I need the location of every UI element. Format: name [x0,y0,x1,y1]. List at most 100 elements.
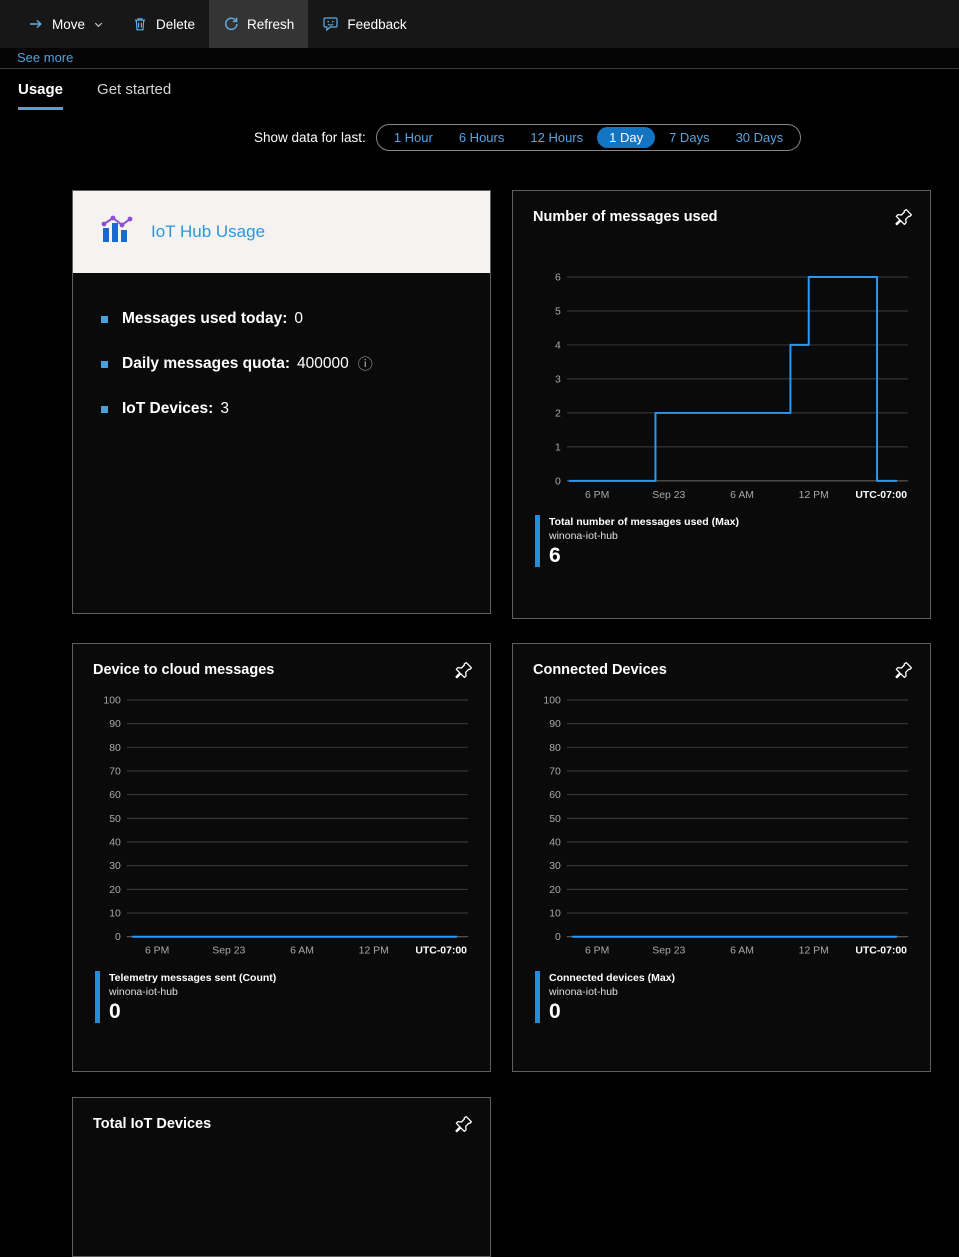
usage-item-value: 0 [294,310,304,327]
usage-item-value: 3 [220,400,229,417]
chart-area: 0 10 20 30 40 50 60 70 80 90 100 6 PM Sep 23 6 AM 12 P… [93,694,470,963]
legend-resource: winona-iot-hub [549,529,618,542]
usage-card-title: IoT Hub Usage [151,222,266,241]
legend-color-bar [535,514,540,568]
delete-button[interactable]: Delete [118,0,209,48]
usage-item-label: Daily messages quota: [122,355,290,372]
chart-area: 0 10 20 30 40 50 60 70 80 90 100 6 PM Sep 23 6 AM 12 P… [533,694,910,963]
svg-text:100: 100 [543,695,561,706]
svg-text:0: 0 [555,932,561,943]
time-range-option-7-days[interactable]: 7 Days [669,130,710,145]
svg-text:40: 40 [109,837,121,848]
chart-legend[interactable]: Telemetry messages sent (Count) winona-i… [95,970,470,1023]
chart-title: Device to cloud messages [93,662,275,678]
svg-text:0: 0 [115,932,121,943]
bullet-icon [101,315,108,323]
legend-resource: winona-iot-hub [109,985,178,998]
svg-text:Sep 23: Sep 23 [652,946,685,957]
refresh-label: Refresh [247,16,295,32]
time-range-option-1-hour[interactable]: 1 Hour [393,130,433,145]
chart-title: Connected Devices [533,662,667,678]
svg-text:12 PM: 12 PM [359,946,389,957]
pin-button[interactable] [452,658,476,682]
tab-get-started[interactable]: Get started [97,81,172,98]
time-range-option-12-hours[interactable]: 12 Hours [530,130,584,145]
time-range-label: Show data for last: [254,130,366,145]
command-bar: Move Delete Refresh Feedback [0,0,959,48]
svg-text:6 PM: 6 PM [145,946,169,957]
legend-value: 6 [549,544,561,568]
legend-metric: Connected devices (Max) [549,971,676,984]
svg-text:2: 2 [555,408,561,419]
pin-button[interactable] [452,1112,476,1136]
legend-metric: Total number of messages used (Max) [549,515,740,528]
bullet-icon [101,405,108,413]
svg-text:6 PM: 6 PM [585,490,609,501]
pin-button[interactable] [892,205,916,229]
chart-canvas: 0 1 2 3 4 5 6 6 PM Sep 23 6 AM 12 PM UTC-07:00 [555,272,908,501]
time-range-selector: 1 Hour 6 Hours 12 Hours 1 Day 7 Days 30 … [375,124,802,151]
chart-legend[interactable]: Total number of messages used (Max) wino… [535,514,910,568]
svg-text:6 PM: 6 PM [585,946,609,957]
chart-title: Number of messages used [533,209,718,225]
pin-icon [455,661,473,679]
chart-title: Total IoT Devices [93,1116,212,1132]
bar-chart-icon [99,214,135,251]
pin-icon [895,208,913,226]
chart-canvas: 0 10 20 30 40 50 60 70 80 90 100 6 PM Sep 23 6 AM 12 P… [103,695,469,957]
svg-text:50: 50 [549,814,561,825]
see-more-link[interactable]: See more [17,50,74,65]
iot-hub-usage-header[interactable]: IoT Hub Usage [73,191,490,273]
svg-text:100: 100 [103,695,121,706]
svg-text:Sep 23: Sep 23 [652,490,685,501]
usage-item-iot-devices: IoT Devices: 3 [101,400,462,418]
usage-item-value: 400000 [296,355,349,372]
svg-text:20: 20 [109,885,121,896]
feedback-button[interactable]: Feedback [308,0,420,48]
svg-text:6 AM: 6 AM [290,946,314,957]
legend-resource: winona-iot-hub [549,985,618,998]
svg-text:3: 3 [555,374,561,385]
svg-text:70: 70 [549,766,561,777]
svg-text:20: 20 [549,885,561,896]
svg-text:UTC-07:00: UTC-07:00 [415,946,467,957]
time-range-filter: Show data for last: 1 Hour 6 Hours 12 Ho… [254,124,802,151]
svg-text:90: 90 [549,719,561,730]
trash-icon [132,16,148,32]
svg-text:6: 6 [555,272,561,283]
pin-button[interactable] [892,658,916,682]
usage-item-messages-today: Messages used today: 0 [101,310,462,328]
bullet-icon [101,360,108,368]
svg-text:UTC-07:00: UTC-07:00 [855,946,907,957]
svg-text:12 PM: 12 PM [799,946,829,957]
svg-text:5: 5 [555,306,561,317]
svg-text:0: 0 [555,476,561,487]
legend-color-bar [535,970,540,1023]
svg-text:10: 10 [549,909,561,920]
device-to-cloud-tile: Device to cloud messages 0 10 20 30 40 50 60 70… [72,643,491,1072]
tab-usage[interactable]: Usage [18,81,64,110]
chart-legend[interactable]: Connected devices (Max) winona-iot-hub 0 [535,970,910,1023]
svg-text:Sep 23: Sep 23 [212,946,245,957]
svg-text:30: 30 [549,861,561,872]
usage-card-body: Messages used today: 0 Daily messages qu… [73,273,490,418]
time-range-option-30-days[interactable]: 30 Days [735,130,784,145]
chart-canvas: 0 10 20 30 40 50 60 70 80 90 100 6 PM Sep 23 6 AM 12 P… [543,695,909,957]
time-range-option-1-day[interactable]: 1 Day [597,127,656,148]
svg-text:10: 10 [109,909,121,920]
delete-label: Delete [156,16,196,32]
legend-value: 0 [109,999,121,1023]
svg-text:90: 90 [109,719,121,730]
usage-item-label: IoT Devices: [122,400,214,417]
tab-bar: Usage Get started [18,81,171,110]
legend-color-bar [95,970,100,1023]
svg-text:6 AM: 6 AM [730,946,754,957]
svg-text:80: 80 [549,743,561,754]
time-range-option-6-hours[interactable]: 6 Hours [458,130,505,145]
move-button[interactable]: Move [14,0,118,48]
refresh-button[interactable]: Refresh [209,0,309,48]
see-more-row: See more [0,48,959,69]
move-icon [28,16,44,32]
move-label: Move [52,16,86,32]
info-icon[interactable]: ⓘ [357,355,373,373]
